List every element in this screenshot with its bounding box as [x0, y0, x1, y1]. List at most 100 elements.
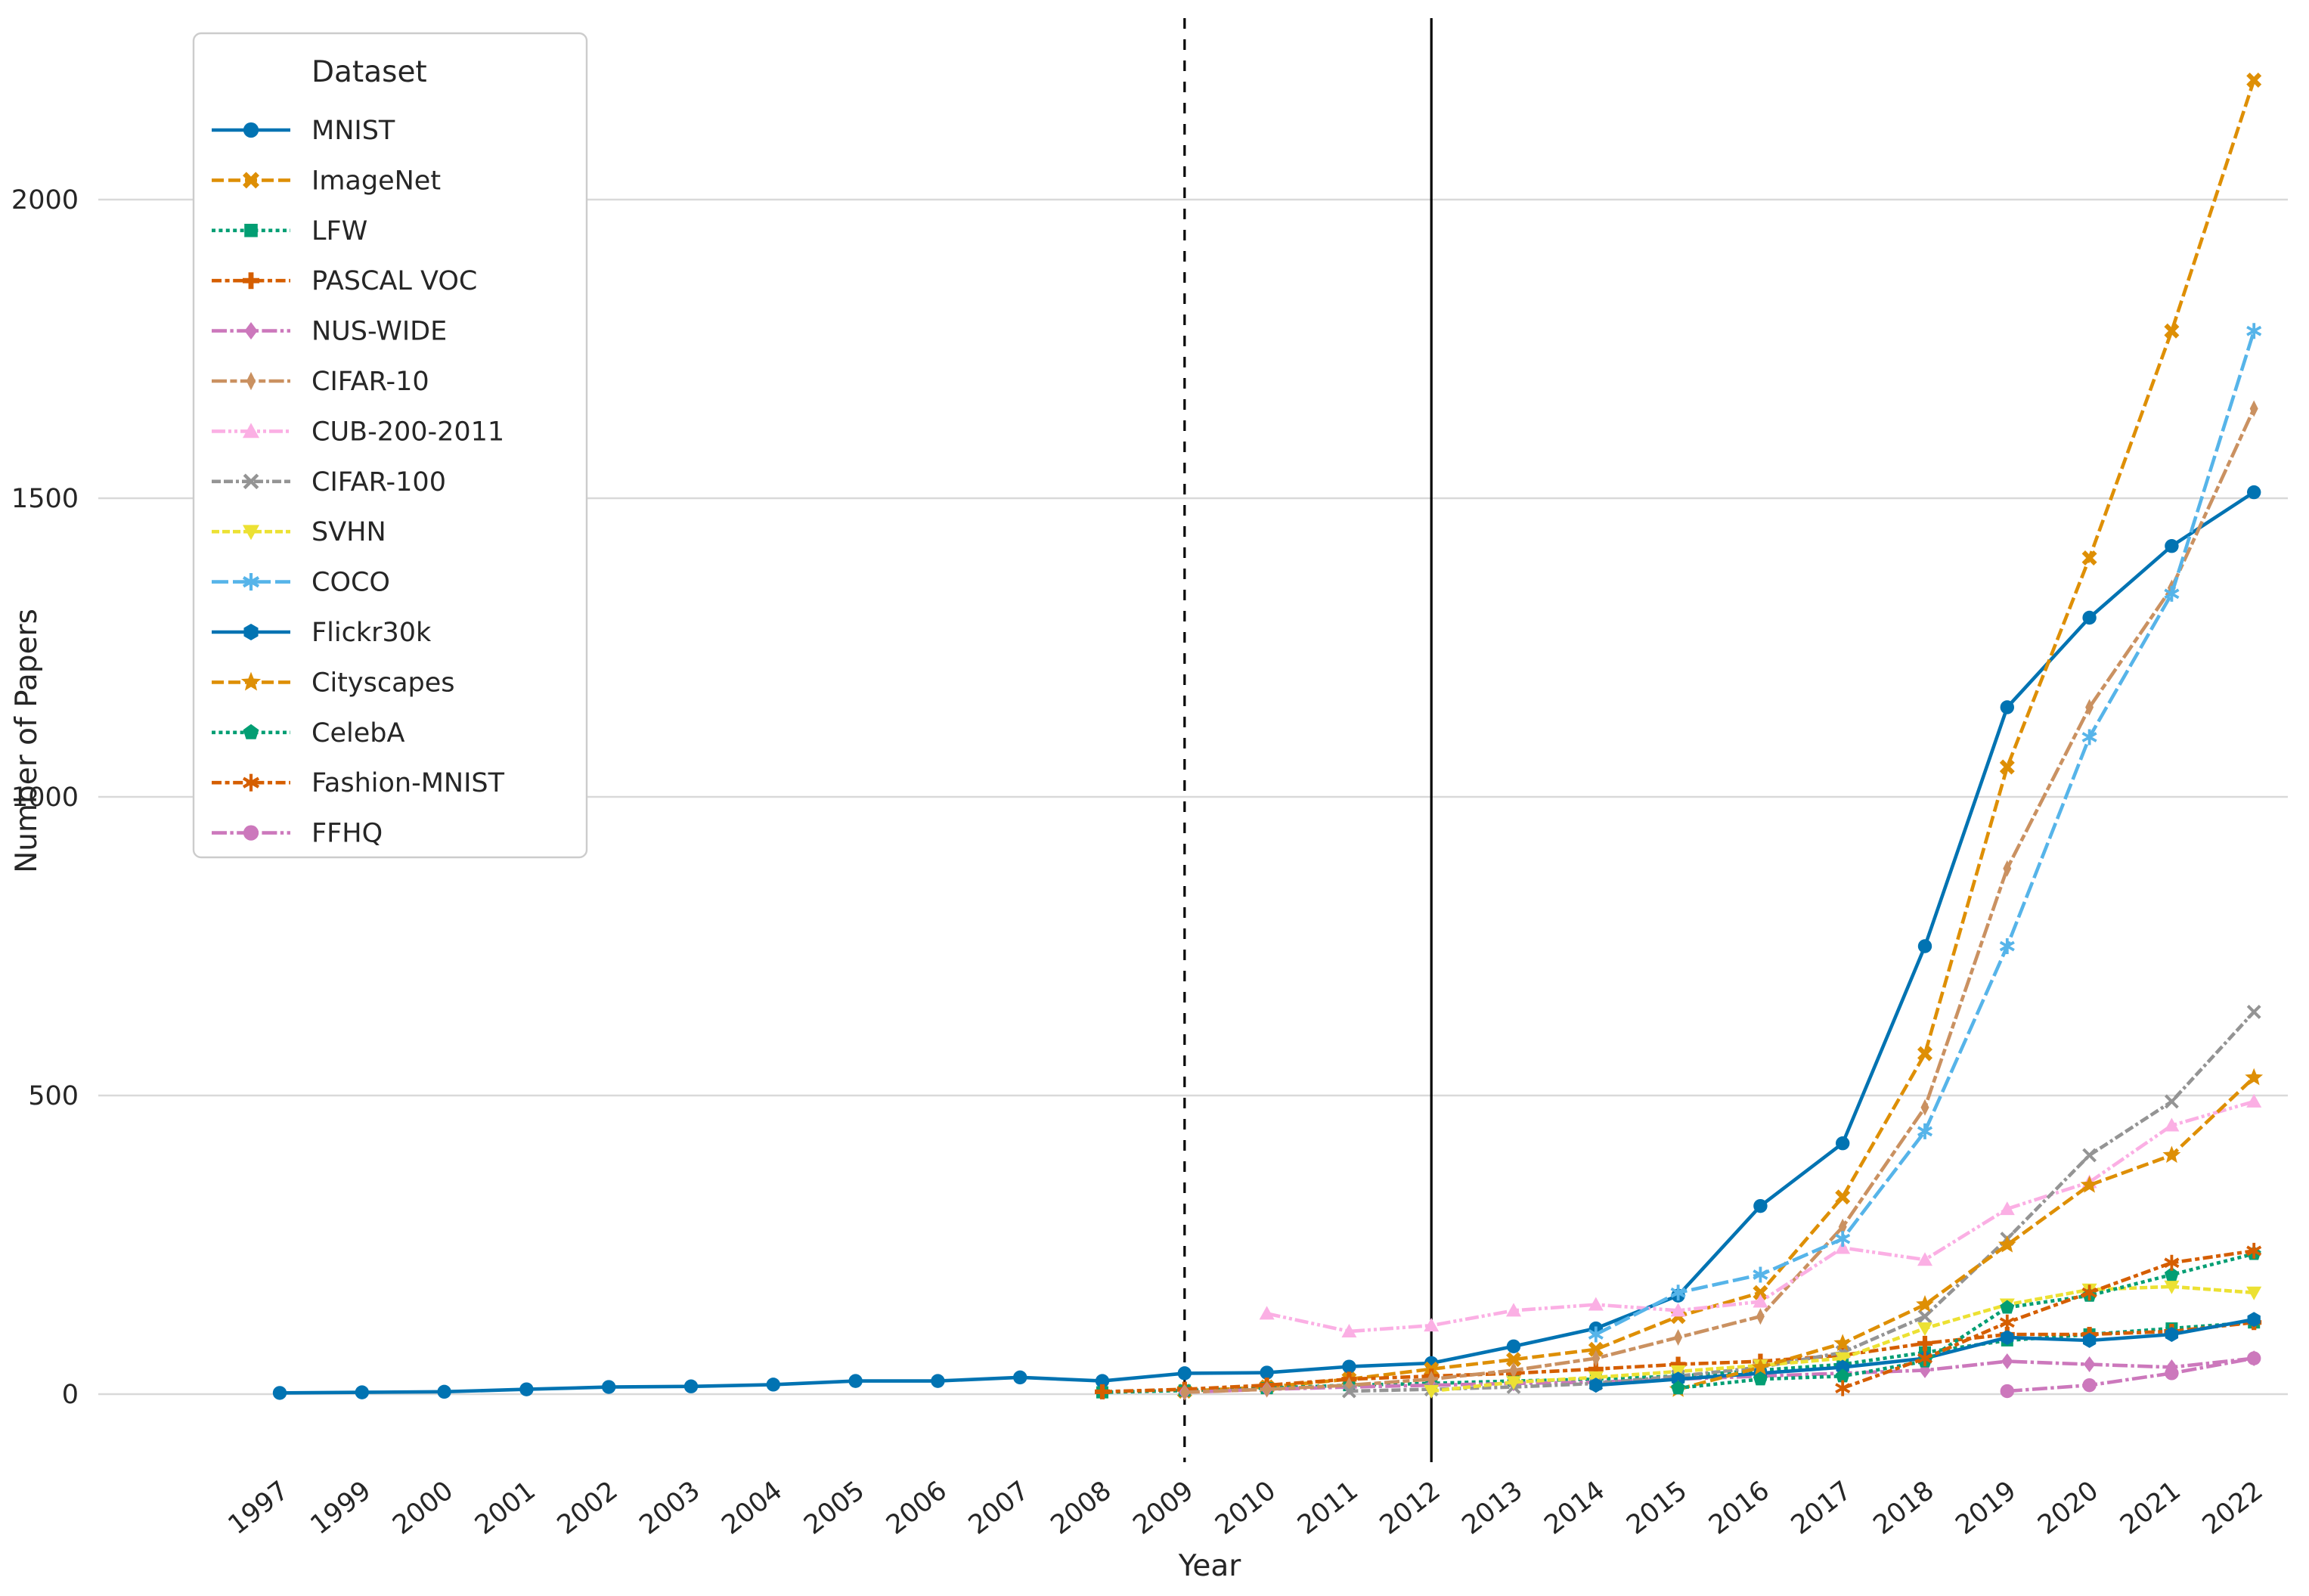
data-point	[1917, 1252, 1932, 1266]
data-point	[2000, 1384, 2014, 1399]
x-tick-label: 2022	[2197, 1476, 2269, 1541]
legend-item-label: CIFAR-10	[311, 367, 429, 397]
data-point	[1588, 1326, 1604, 1343]
data-point	[1260, 1365, 1274, 1380]
data-point	[1999, 759, 2015, 775]
x-tick-label: 2013	[1457, 1476, 1529, 1541]
legend-item-label: NUS-WIDE	[311, 317, 447, 347]
data-point	[1589, 1378, 1603, 1393]
legend-item-label: Cityscapes	[311, 668, 455, 698]
data-point	[1753, 1294, 1768, 1308]
data-point	[1838, 1218, 1847, 1235]
data-point	[1833, 1334, 1852, 1351]
asterisk-icon	[242, 573, 260, 591]
legend-item-label: Fashion-MNIST	[311, 768, 505, 798]
data-point	[2246, 323, 2262, 339]
data-point	[1917, 1350, 1933, 1367]
legend-item-label: ImageNet	[311, 166, 441, 196]
series-ffhq	[2000, 1351, 2261, 1399]
data-point	[1506, 1303, 1521, 1317]
x-tick-label: 2007	[963, 1476, 1035, 1541]
x-tick-label: 1999	[305, 1476, 377, 1541]
circle-icon	[243, 825, 259, 841]
series-line	[1595, 330, 2256, 1337]
series-line	[2007, 1356, 2255, 1393]
data-point	[2164, 1267, 2179, 1281]
data-point	[1588, 1297, 1604, 1311]
data-point	[2246, 1242, 2262, 1259]
series-imagenet	[1176, 73, 2262, 1399]
series-line	[1430, 1285, 2255, 1393]
series-coco	[1588, 323, 2262, 1343]
legend-item: FFHQ	[212, 819, 383, 849]
data-point	[2081, 550, 2097, 566]
triangle-down-icon	[243, 525, 259, 541]
data-point	[1920, 1099, 1929, 1116]
data-point	[1999, 1314, 2015, 1331]
data-point	[2165, 1366, 2179, 1381]
data-point	[1999, 1201, 2015, 1216]
y-tick-label: 0	[62, 1380, 79, 1410]
data-point	[766, 1378, 780, 1392]
legend-title: Dataset	[311, 55, 427, 89]
legend-item-label: CIFAR-100	[311, 467, 446, 497]
data-point	[1835, 1380, 1851, 1396]
legend: Dataset MNIST ImageNet LFW PASCAL VOC NUS-WID…	[192, 32, 588, 859]
legend-item: CelebA	[212, 718, 404, 748]
legend-item: Fashion-MNIST	[212, 768, 505, 798]
data-point	[355, 1385, 369, 1399]
data-point	[1427, 1371, 1436, 1388]
series-line	[1184, 79, 2256, 1393]
data-point	[1835, 1231, 1851, 1247]
y-tick-label: 2000	[11, 185, 79, 215]
y-axis-title: Number of Papers	[10, 609, 44, 873]
data-point	[1756, 1308, 1765, 1325]
data-point	[2247, 485, 2261, 500]
series-line	[1184, 408, 2256, 1394]
data-point	[1753, 1371, 1768, 1386]
data-point	[2247, 1351, 2261, 1365]
data-point	[1013, 1370, 1027, 1385]
series-line	[1842, 1249, 2255, 1390]
legend-item: SVHN	[212, 517, 386, 547]
data-point	[2164, 1254, 2180, 1271]
legend-item-label: CUB-200-2011	[311, 417, 504, 447]
data-point	[1424, 1385, 1440, 1399]
data-point	[2003, 860, 2012, 877]
data-point	[2164, 1117, 2180, 1132]
data-point	[1917, 1322, 1932, 1337]
data-point	[1341, 1324, 1357, 1338]
x-tick-label: 2014	[1539, 1476, 1611, 1541]
diamond-icon	[244, 322, 258, 340]
legend-item: Flickr30k	[212, 618, 432, 648]
data-point	[2249, 400, 2258, 417]
legend-item-label: COCO	[311, 568, 390, 598]
legend-item-label: CelebA	[311, 718, 404, 748]
legend-item: PASCAL VOC	[212, 266, 477, 296]
data-point	[1916, 1295, 1934, 1312]
data-point	[1506, 1352, 1521, 1368]
data-point	[1670, 1303, 1686, 1317]
data-point	[2082, 1332, 2097, 1348]
data-point	[2000, 700, 2014, 714]
x-tick-label: 2017	[1786, 1476, 1858, 1541]
data-point	[2000, 1300, 2015, 1314]
thin-diamond-icon	[246, 371, 256, 391]
x-tick-label: 2009	[1128, 1476, 1200, 1541]
x-tick-label: 2018	[1868, 1476, 1940, 1541]
data-point	[1751, 1357, 1770, 1375]
data-point	[2080, 1176, 2099, 1193]
legend-item: CIFAR-10	[212, 367, 429, 397]
legend-item: NUS-WIDE	[212, 317, 447, 347]
data-point	[2164, 1094, 2179, 1109]
data-point	[437, 1384, 451, 1399]
square-icon	[244, 224, 258, 237]
data-point	[1753, 1285, 1768, 1300]
star5-icon	[240, 671, 262, 691]
data-point	[848, 1374, 863, 1388]
data-point	[1835, 1240, 1851, 1254]
data-point	[2001, 1353, 2013, 1370]
hexagon-icon	[243, 624, 259, 640]
data-point	[1180, 1384, 1189, 1401]
x-tick-label: 2012	[1375, 1476, 1446, 1541]
